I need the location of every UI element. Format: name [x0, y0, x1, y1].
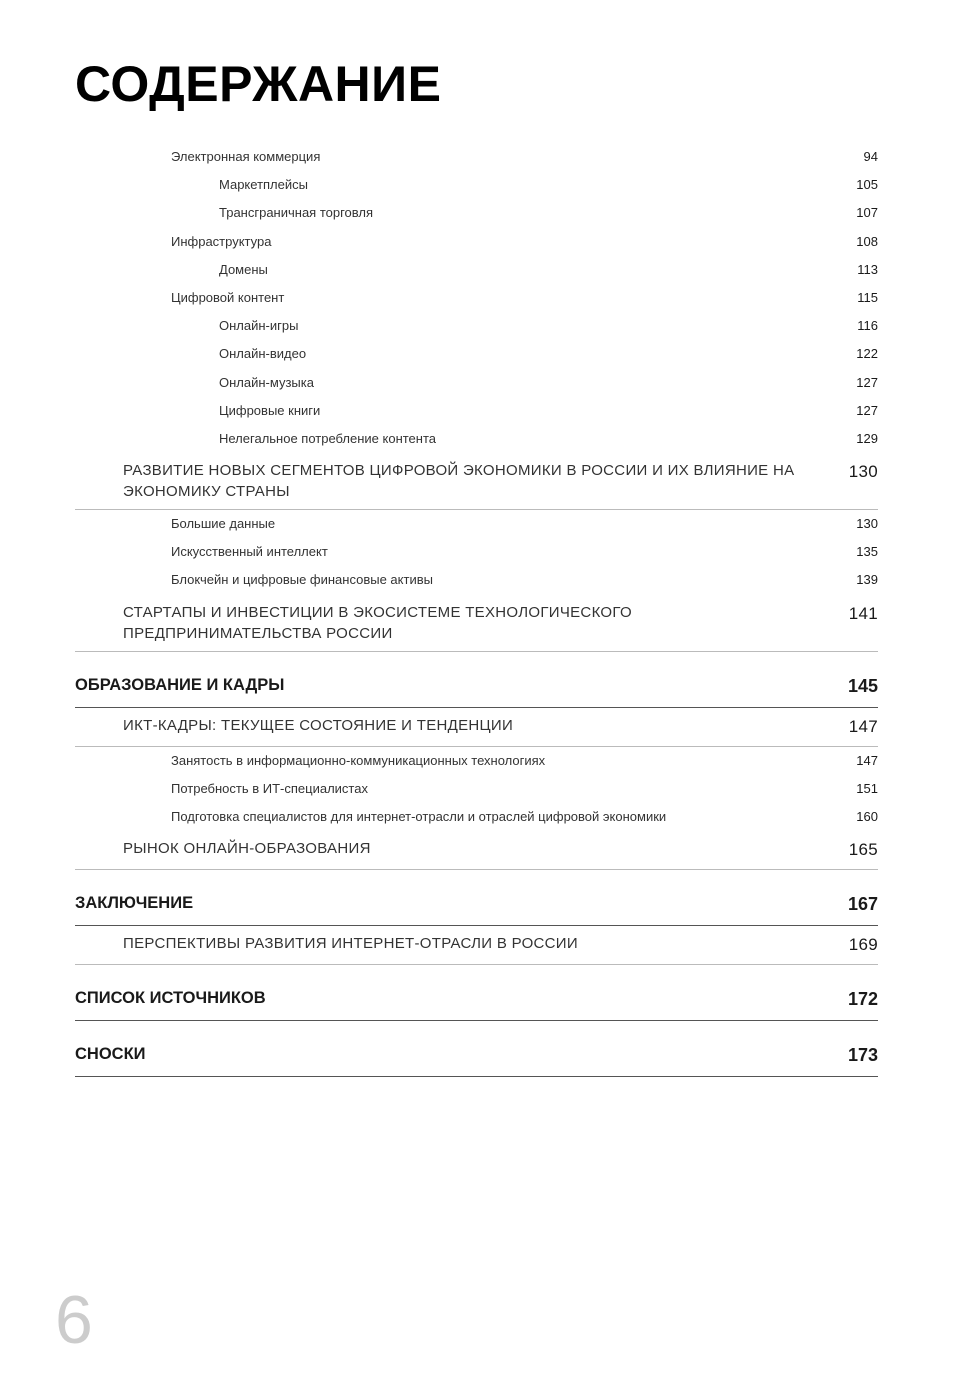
toc-entry-label: ОБРАЗОВАНИЕ И КАДРЫ: [75, 674, 838, 697]
toc-entry-label: Домены: [219, 261, 838, 279]
toc-entry-label: СТАРТАПЫ И ИНВЕСТИЦИИ В ЭКОСИСТЕМЕ ТЕХНО…: [123, 602, 838, 644]
toc-entry-page: 105: [838, 176, 878, 194]
toc-entry-page: 145: [838, 674, 878, 699]
toc-entry-page: 135: [838, 543, 878, 561]
toc-entry[interactable]: ПЕРСПЕКТИВЫ РАЗВИТИЯ ИНТЕРНЕТ-ОТРАСЛИ В …: [75, 926, 878, 965]
toc-entry-page: 113: [838, 261, 878, 279]
toc-entry-label: СНОСКИ: [75, 1043, 838, 1066]
toc-entry-page: 115: [838, 289, 878, 307]
toc-entry-label: ИКТ-КАДРЫ: ТЕКУЩЕЕ СОСТОЯНИЕ И ТЕНДЕНЦИИ: [123, 715, 838, 736]
toc-entry-page: 172: [838, 987, 878, 1012]
toc-container: Электронная коммерция94Маркетплейсы105Тр…: [75, 143, 878, 1077]
toc-entry[interactable]: Подготовка специалистов для интернет-отр…: [75, 803, 878, 831]
toc-entry-page: 147: [838, 715, 878, 739]
toc-entry[interactable]: Электронная коммерция94: [75, 143, 878, 171]
toc-entry-page: 169: [838, 933, 878, 957]
toc-entry[interactable]: СПИСОК ИСТОЧНИКОВ172: [75, 965, 878, 1021]
toc-entry-label: Инфраструктура: [171, 233, 838, 251]
toc-entry-label: Электронная коммерция: [171, 148, 838, 166]
toc-entry[interactable]: РЫНОК ОНЛАЙН-ОБРАЗОВАНИЯ165: [75, 831, 878, 870]
toc-entry-page: 122: [838, 345, 878, 363]
page-number: 6: [55, 1281, 93, 1359]
toc-entry[interactable]: Цифровые книги127: [75, 397, 878, 425]
toc-entry-page: 127: [838, 402, 878, 420]
toc-entry[interactable]: СНОСКИ173: [75, 1021, 878, 1077]
toc-entry[interactable]: Большие данные130: [75, 510, 878, 538]
toc-entry[interactable]: СТАРТАПЫ И ИНВЕСТИЦИИ В ЭКОСИСТЕМЕ ТЕХНО…: [75, 595, 878, 652]
toc-entry-label: Онлайн-музыка: [219, 374, 838, 392]
toc-entry-label: РАЗВИТИЕ НОВЫХ СЕГМЕНТОВ ЦИФРОВОЙ ЭКОНОМ…: [123, 460, 838, 502]
toc-entry-label: Потребность в ИТ-специалистах: [171, 780, 838, 798]
toc-entry-page: 108: [838, 233, 878, 251]
toc-entry-page: 147: [838, 752, 878, 770]
toc-entry-page: 116: [838, 317, 878, 335]
toc-entry-page: 130: [838, 460, 878, 484]
toc-entry[interactable]: Маркетплейсы105: [75, 171, 878, 199]
toc-entry[interactable]: Потребность в ИТ-специалистах151: [75, 775, 878, 803]
toc-entry-page: 130: [838, 515, 878, 533]
toc-entry-label: Искусственный интеллект: [171, 543, 838, 561]
toc-entry-label: Цифровые книги: [219, 402, 838, 420]
toc-entry[interactable]: Искусственный интеллект135: [75, 538, 878, 566]
toc-entry-page: 151: [838, 780, 878, 798]
toc-entry-page: 141: [838, 602, 878, 626]
toc-entry-page: 173: [838, 1043, 878, 1068]
toc-entry-page: 167: [838, 892, 878, 917]
page-title: СОДЕРЖАНИЕ: [75, 55, 878, 113]
toc-entry[interactable]: Цифровой контент115: [75, 284, 878, 312]
toc-entry[interactable]: ОБРАЗОВАНИЕ И КАДРЫ145: [75, 652, 878, 708]
toc-entry[interactable]: ЗАКЛЮЧЕНИЕ167: [75, 870, 878, 926]
toc-entry[interactable]: Инфраструктура108: [75, 228, 878, 256]
toc-entry[interactable]: Домены113: [75, 256, 878, 284]
toc-entry-label: ПЕРСПЕКТИВЫ РАЗВИТИЯ ИНТЕРНЕТ-ОТРАСЛИ В …: [123, 933, 838, 954]
toc-entry[interactable]: Онлайн-видео122: [75, 340, 878, 368]
toc-entry-label: Занятость в информационно-коммуникационн…: [171, 752, 838, 770]
toc-entry-label: Онлайн-видео: [219, 345, 838, 363]
toc-entry-page: 94: [838, 148, 878, 166]
toc-entry-label: СПИСОК ИСТОЧНИКОВ: [75, 987, 838, 1010]
toc-entry-label: Маркетплейсы: [219, 176, 838, 194]
toc-entry-page: 139: [838, 571, 878, 589]
toc-entry-label: Блокчейн и цифровые финансовые активы: [171, 571, 838, 589]
toc-entry[interactable]: Занятость в информационно-коммуникационн…: [75, 747, 878, 775]
toc-entry-page: 129: [838, 430, 878, 448]
toc-entry-label: Онлайн-игры: [219, 317, 838, 335]
toc-entry-label: Подготовка специалистов для интернет-отр…: [171, 808, 838, 826]
toc-entry-label: Трансграничная торговля: [219, 204, 838, 222]
toc-entry[interactable]: РАЗВИТИЕ НОВЫХ СЕГМЕНТОВ ЦИФРОВОЙ ЭКОНОМ…: [75, 453, 878, 510]
toc-entry-page: 127: [838, 374, 878, 392]
toc-entry-page: 160: [838, 808, 878, 826]
toc-entry[interactable]: Онлайн-игры116: [75, 312, 878, 340]
toc-entry[interactable]: Блокчейн и цифровые финансовые активы139: [75, 566, 878, 594]
toc-entry-label: РЫНОК ОНЛАЙН-ОБРАЗОВАНИЯ: [123, 838, 838, 859]
toc-entry-label: Большие данные: [171, 515, 838, 533]
toc-entry-label: Цифровой контент: [171, 289, 838, 307]
toc-entry[interactable]: Трансграничная торговля107: [75, 199, 878, 227]
toc-entry-label: ЗАКЛЮЧЕНИЕ: [75, 892, 838, 915]
toc-entry[interactable]: Нелегальное потребление контента129: [75, 425, 878, 453]
toc-entry-page: 107: [838, 204, 878, 222]
toc-entry-page: 165: [838, 838, 878, 862]
toc-entry[interactable]: ИКТ-КАДРЫ: ТЕКУЩЕЕ СОСТОЯНИЕ И ТЕНДЕНЦИИ…: [75, 708, 878, 747]
toc-entry[interactable]: Онлайн-музыка127: [75, 369, 878, 397]
toc-entry-label: Нелегальное потребление контента: [219, 430, 838, 448]
